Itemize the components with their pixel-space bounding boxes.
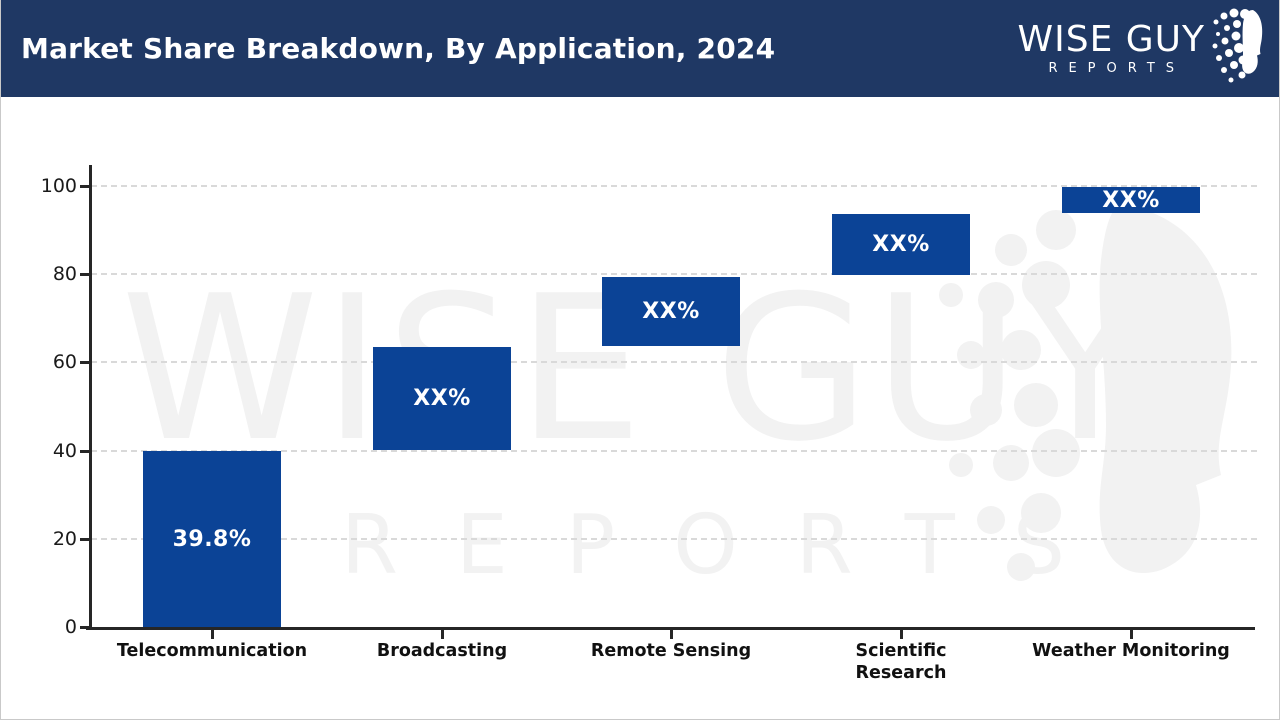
- y-tick-label-40: 40: [52, 439, 77, 462]
- y-tick-label-20: 20: [52, 527, 77, 550]
- bar-value-label-0: 39.8%: [172, 526, 252, 552]
- bar-value-label-1: XX%: [413, 385, 471, 411]
- bar-value-label-2: XX%: [642, 298, 700, 324]
- bar-1: XX%: [373, 346, 511, 450]
- x-tick-label-4: Weather Monitoring: [1032, 641, 1230, 661]
- brand-logo-text: WISE GUY REPORTS: [1018, 21, 1206, 76]
- y-tick-mark-80: [80, 273, 89, 277]
- bar-0: 39.8%: [143, 451, 281, 627]
- x-tick-label-0: Telecommunication: [116, 641, 308, 661]
- bar-value-label-3: XX%: [872, 231, 930, 257]
- x-tick-label-3: Scientific Research: [855, 641, 947, 683]
- y-tick-mark-100: [80, 185, 89, 188]
- brand-logo: WISE GUY REPORTS: [1018, 8, 1264, 90]
- x-tick-mark-1: [441, 630, 444, 639]
- brand-subtitle: REPORTS: [1048, 60, 1186, 76]
- x-tick-mark-3: [900, 630, 903, 639]
- brand-name: WISE GUY: [1017, 19, 1205, 61]
- y-tick-label-100: 100: [40, 175, 77, 197]
- grid-line-100: [91, 185, 1257, 187]
- x-axis-line: [86, 627, 1255, 630]
- y-tick-mark-0: [80, 626, 89, 629]
- x-tick-label-1: Broadcasting: [376, 641, 508, 661]
- y-tick-mark-20: [80, 537, 89, 541]
- grid-line-40: [91, 449, 1257, 452]
- dotted-face-logo-icon: [1212, 8, 1263, 82]
- watermark-face-graphic: [939, 205, 1232, 581]
- page-title: Market Share Breakdown, By Application, …: [21, 32, 776, 65]
- y-axis-line: [89, 165, 92, 630]
- bar-value-label-4: XX%: [1102, 187, 1160, 213]
- bar-4: XX%: [1062, 186, 1200, 214]
- y-tick-label-80: 80: [52, 263, 77, 286]
- x-tick-mark-0: [211, 630, 214, 639]
- y-tick-mark-40: [80, 449, 89, 453]
- grid-line-60: [91, 361, 1257, 364]
- bar-3: XX%: [832, 213, 970, 276]
- header: Market Share Breakdown, By Application, …: [1, 0, 1279, 97]
- y-tick-label-0: 0: [64, 616, 77, 638]
- bar-2: XX%: [602, 276, 740, 347]
- y-tick-mark-60: [80, 361, 89, 365]
- grid-line-20: [91, 537, 1257, 540]
- x-tick-mark-4: [1130, 630, 1133, 639]
- grid-line-80: [91, 273, 1257, 276]
- x-tick-mark-2: [670, 630, 673, 639]
- watermark-sub-text: REPORTS: [341, 498, 1123, 593]
- x-tick-label-2: Remote Sensing: [590, 641, 752, 661]
- y-tick-label-60: 60: [52, 351, 77, 374]
